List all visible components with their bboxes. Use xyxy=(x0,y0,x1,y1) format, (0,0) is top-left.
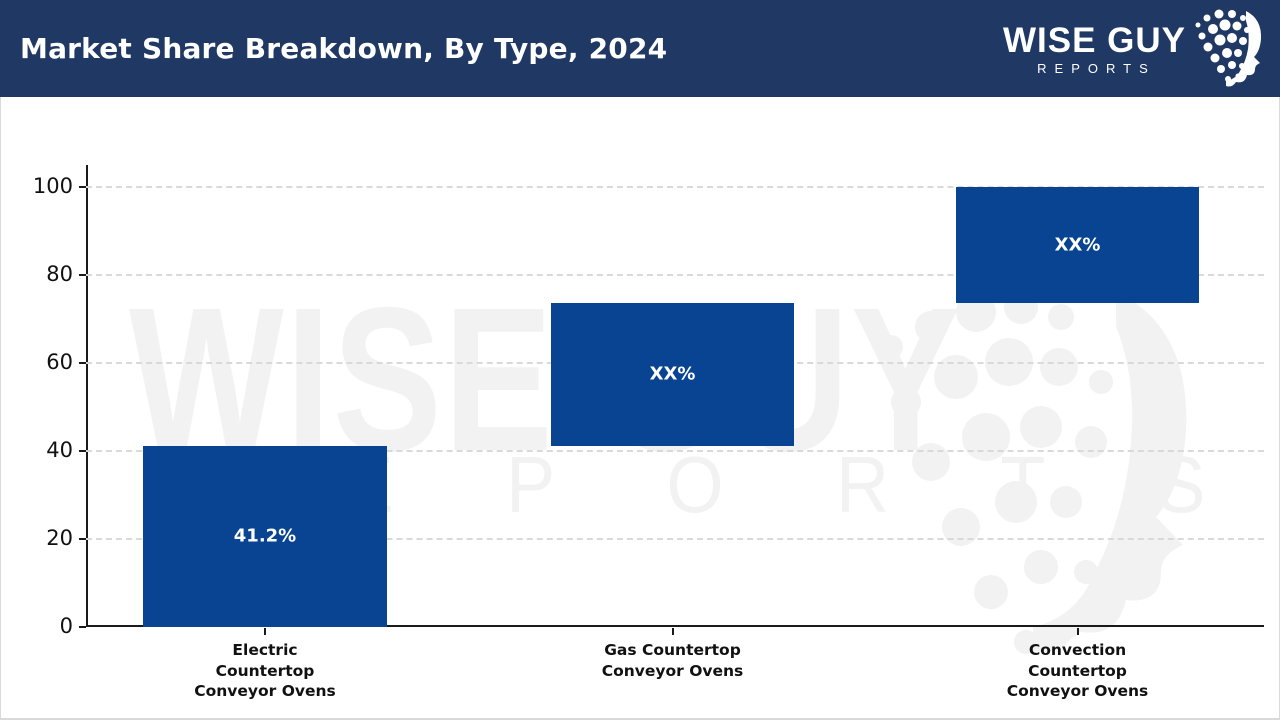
dotted-face-icon xyxy=(1195,9,1262,87)
y-tick-80 xyxy=(79,274,86,276)
brand-subtext: REPORTS xyxy=(1037,60,1156,76)
gridline-y80 xyxy=(86,274,1264,276)
chart-area: WISE GUY R E P O R T S 0 20 40 60 80 100 41.2%… xyxy=(0,97,1280,720)
y-tick-0 xyxy=(79,626,86,628)
category-label-2: Gas Countertop Conveyor Ovens xyxy=(601,641,744,680)
page-title: Market Share Breakdown, By Type, 2024 xyxy=(20,32,668,65)
brand-logo-text: WISE GUY REPORTS xyxy=(1002,20,1186,76)
x-tick-3 xyxy=(1076,628,1079,635)
y-tick-label-0: 0 xyxy=(59,614,73,638)
bar-segment-2 xyxy=(551,303,794,446)
x-tick-2 xyxy=(671,628,674,635)
y-tick-label-100: 100 xyxy=(32,174,73,198)
y-tick-label-80: 80 xyxy=(46,262,73,286)
bar-segment-3 xyxy=(956,187,1199,304)
bar-value-label-1: 41.2% xyxy=(233,525,297,547)
y-tick-label-20: 20 xyxy=(46,526,73,550)
brand-logo: WISE GUY REPORTS xyxy=(996,8,1264,90)
category-label-1: Electric Countertop Conveyor Ovens xyxy=(194,641,336,700)
y-tick-40 xyxy=(79,450,86,452)
bar-value-label-2: XX% xyxy=(649,363,696,385)
plot-layer: 0 20 40 60 80 100 41.2% Electric Countertop Conve… xyxy=(1,97,1279,718)
bar-segment-1 xyxy=(143,445,387,627)
y-axis-line xyxy=(86,165,88,627)
y-tick-label-40: 40 xyxy=(46,438,73,462)
bar-value-label-3: XX% xyxy=(1054,234,1101,256)
x-axis-line xyxy=(86,625,1264,627)
y-tick-20 xyxy=(79,538,86,540)
gridline-y40 xyxy=(86,450,1264,452)
y-tick-label-60: 60 xyxy=(46,350,73,374)
x-tick-1 xyxy=(264,628,266,635)
gridline-y20 xyxy=(86,538,1264,540)
y-tick-100 xyxy=(79,186,86,188)
y-tick-60 xyxy=(79,362,86,364)
brand-wordmark: WISE GUY xyxy=(1002,20,1186,60)
gridline-y100 xyxy=(86,186,1264,188)
header-bar: Market Share Breakdown, By Type, 2024 WI… xyxy=(0,0,1280,97)
category-label-3: Convection Countertop Conveyor Ovens xyxy=(1006,641,1149,700)
